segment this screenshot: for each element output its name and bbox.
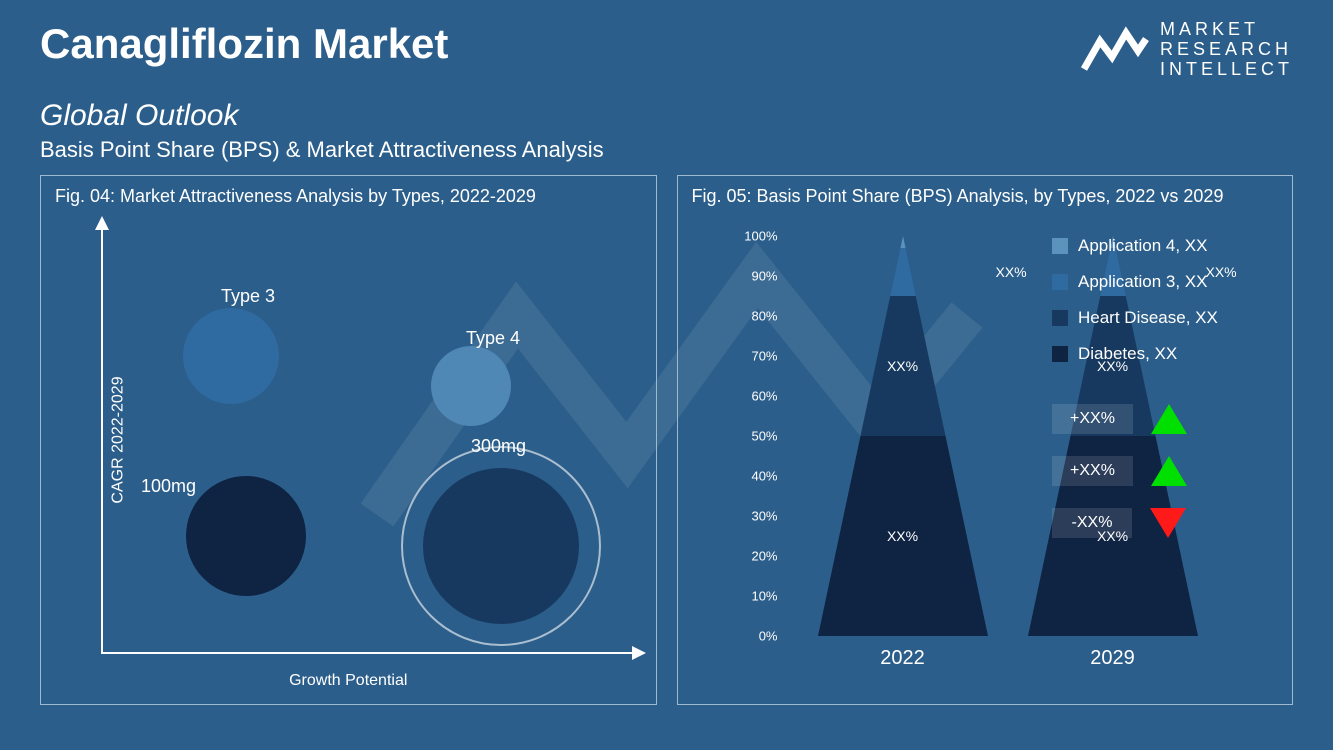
cone-segment: [900, 236, 905, 248]
legend-swatch: [1052, 238, 1068, 254]
y-tick-label: 0%: [738, 629, 778, 644]
change-indicator: +XX%: [1052, 456, 1272, 486]
y-axis: [101, 226, 103, 654]
cone-segment: [890, 248, 916, 296]
sub-description: Basis Point Share (BPS) & Market Attract…: [40, 137, 1293, 163]
legend-label: Diabetes, XX: [1078, 344, 1177, 364]
cone-chart-panel: Fig. 05: Basis Point Share (BPS) Analysi…: [677, 175, 1294, 705]
y-tick-label: 60%: [738, 389, 778, 404]
y-tick-label: 90%: [738, 269, 778, 284]
cone-x-label: 2029: [1090, 647, 1135, 670]
cone-segment-label: XX%: [887, 358, 918, 374]
y-tick-label: 40%: [738, 469, 778, 484]
subtitle: Global Outlook: [40, 99, 1293, 133]
bubble-label: 300mg: [471, 436, 526, 457]
bubble-chart-title: Fig. 04: Market Attractiveness Analysis …: [41, 176, 656, 213]
cone-svg: [818, 236, 988, 636]
bubble: [183, 308, 279, 404]
subheader: Global Outlook Basis Point Share (BPS) &…: [0, 89, 1333, 163]
logo-mark-icon: [1080, 25, 1150, 75]
logo-text: MARKET RESEARCH INTELLECT: [1160, 20, 1293, 79]
y-tick-label: 30%: [738, 509, 778, 524]
change-indicator: +XX%: [1052, 404, 1272, 434]
legend-item: Heart Disease, XX: [1052, 308, 1272, 328]
change-badge: +XX%: [1052, 404, 1133, 434]
legend-item: Application 4, XX: [1052, 236, 1272, 256]
change-badge: +XX%: [1052, 456, 1133, 486]
legend-label: Heart Disease, XX: [1078, 308, 1218, 328]
bubble: [431, 346, 511, 426]
change-badge: -XX%: [1052, 508, 1132, 538]
bubble-chart-panel: Fig. 04: Market Attractiveness Analysis …: [40, 175, 657, 705]
triangle-up-icon: [1151, 404, 1187, 434]
cone-chart-title: Fig. 05: Basis Point Share (BPS) Analysi…: [678, 176, 1293, 213]
cone-segment-side-label: XX%: [996, 264, 1027, 280]
cone-x-label: 2022: [880, 647, 925, 670]
y-tick-label: 50%: [738, 429, 778, 444]
legend-swatch: [1052, 346, 1068, 362]
cone-column: XX%XX%XX%2022: [818, 236, 988, 636]
cone-segment-label: XX%: [887, 528, 918, 544]
logo-line-3: INTELLECT: [1160, 60, 1293, 80]
legend-item: Application 3, XX: [1052, 272, 1272, 292]
legend-label: Application 3, XX: [1078, 272, 1207, 292]
bubble: [186, 476, 306, 596]
logo-line-1: MARKET: [1160, 20, 1293, 40]
x-axis-label: Growth Potential: [289, 672, 407, 690]
cone-legend: Application 4, XX Application 3, XX Heart …: [1052, 236, 1272, 560]
y-tick-label: 10%: [738, 589, 778, 604]
y-tick-label: 100%: [738, 229, 778, 244]
bubble-label: 100mg: [141, 476, 196, 497]
y-tick-label: 80%: [738, 309, 778, 324]
panels-row: Fig. 04: Market Attractiveness Analysis …: [0, 163, 1333, 725]
triangle-up-icon: [1151, 456, 1187, 486]
y-tick-label: 20%: [738, 549, 778, 564]
page-title: Canagliflozin Market: [40, 20, 448, 68]
bubble-label: Type 4: [466, 328, 520, 349]
legend-label: Application 4, XX: [1078, 236, 1207, 256]
triangle-down-icon: [1150, 508, 1186, 538]
y-tick-label: 70%: [738, 349, 778, 364]
legend-swatch: [1052, 274, 1068, 290]
header: Canagliflozin Market MARKET RESEARCH INT…: [0, 0, 1333, 89]
logo-line-2: RESEARCH: [1160, 40, 1293, 60]
bubble-label: Type 3: [221, 286, 275, 307]
bubble-plot-area: Type 3 Type 4 100mg 300mg: [111, 226, 636, 654]
brand-logo: MARKET RESEARCH INTELLECT: [1080, 20, 1293, 79]
legend-item: Diabetes, XX: [1052, 344, 1272, 364]
legend-swatch: [1052, 310, 1068, 326]
change-indicator: -XX%: [1052, 508, 1272, 538]
bubble: [423, 468, 579, 624]
